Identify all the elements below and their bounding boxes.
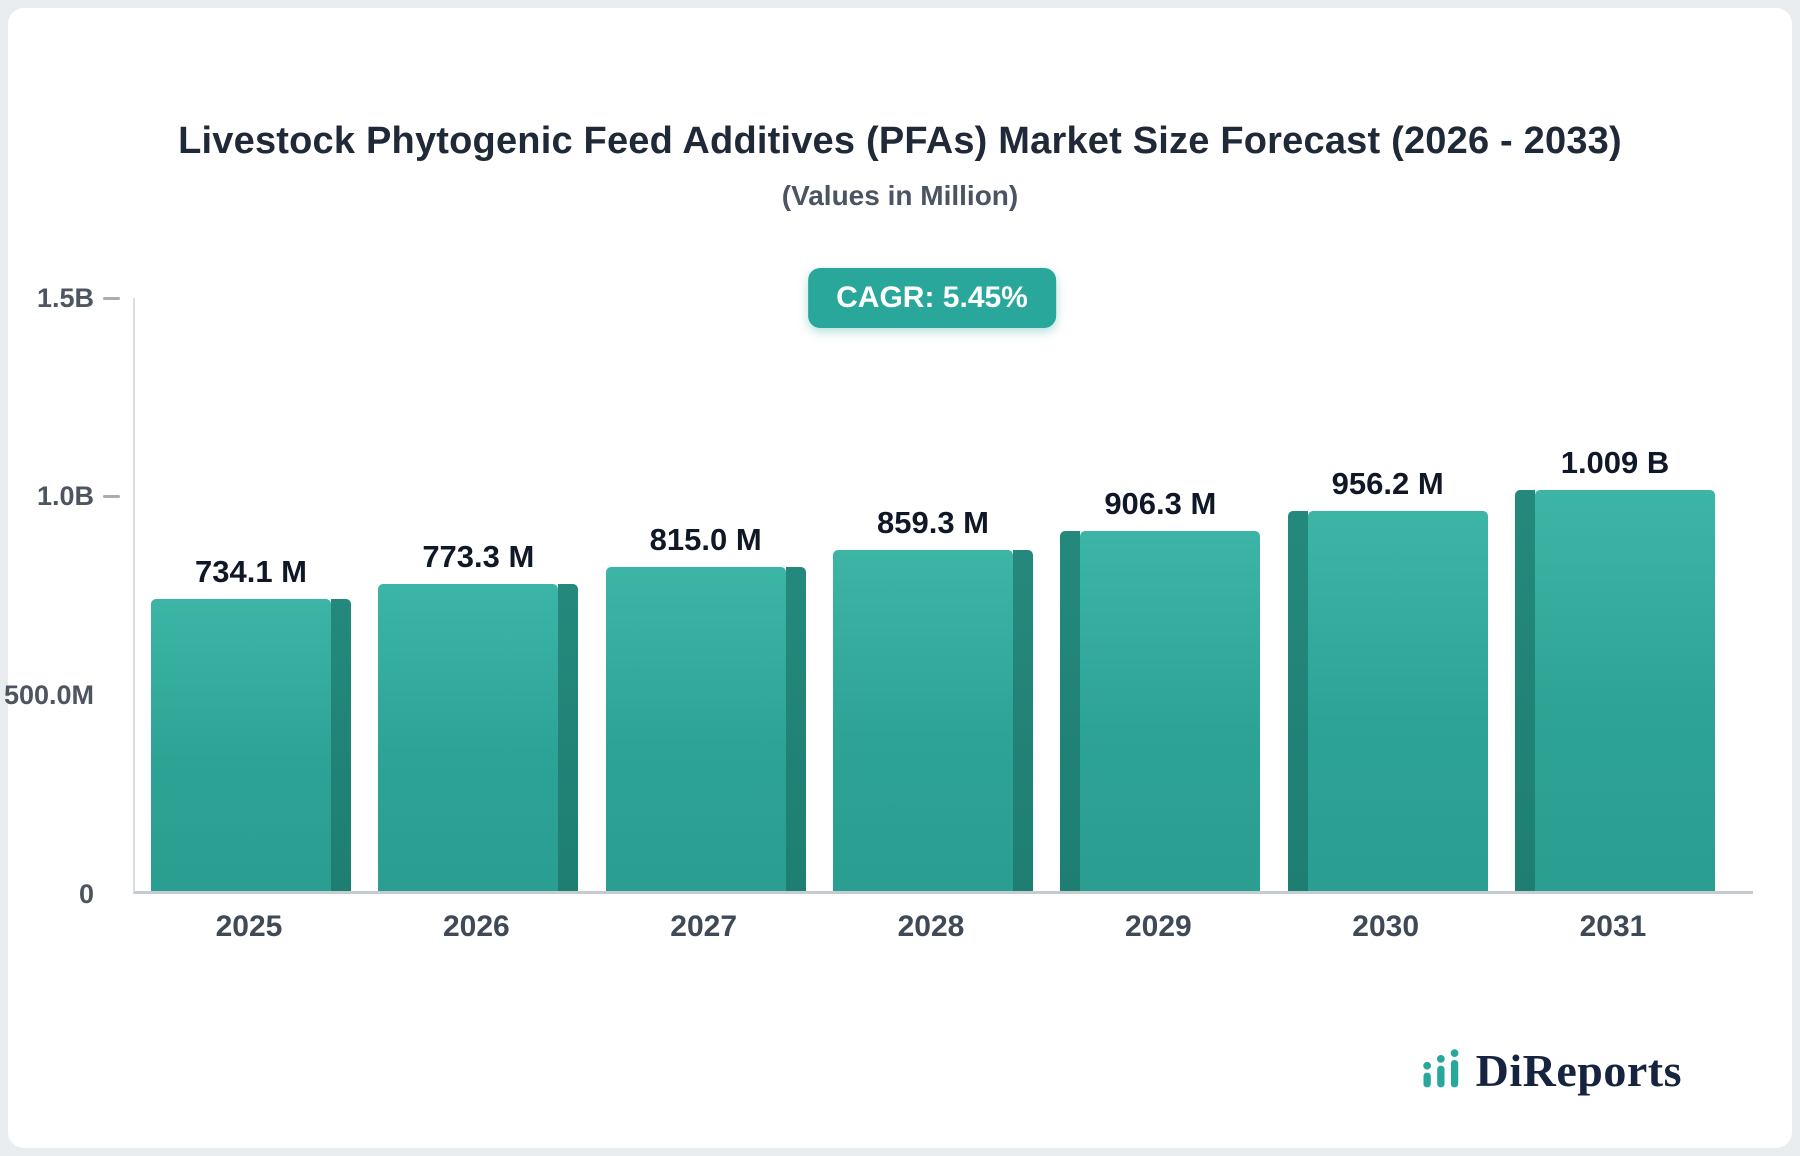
bar bbox=[605, 567, 806, 891]
bar bbox=[1515, 490, 1715, 891]
bar-value-label: 906.3 M bbox=[1104, 485, 1217, 521]
chart-subtitle: (Values in Million) bbox=[781, 180, 1019, 211]
bar bbox=[378, 583, 579, 891]
x-axis-label: 2029 bbox=[1124, 910, 1192, 943]
y-axis-labels: 1.5B 1.0B 500.0M 0 bbox=[4, 283, 120, 909]
cagr-badge: CAGR: 5.45% bbox=[808, 268, 1056, 328]
x-axis-label: 2028 bbox=[897, 910, 965, 943]
x-axis-labels: 2025 2026 2027 2028 2029 2030 2031 bbox=[133, 910, 1753, 954]
logo: DiReports bbox=[1418, 1044, 1682, 1097]
y-axis-tick: 0 bbox=[78, 878, 94, 909]
chart-title: Livestock Phytogenic Feed Additives (PFA… bbox=[178, 120, 1622, 162]
x-axis-label: 2025 bbox=[215, 910, 283, 943]
bar-value-label: 956.2 M bbox=[1331, 466, 1444, 502]
x-axis-label: 2031 bbox=[1579, 910, 1647, 943]
bar-value-label: 815.0 M bbox=[649, 522, 762, 558]
x-axis-label: 2027 bbox=[670, 910, 738, 943]
bar-value-label: 773.3 M bbox=[422, 538, 535, 574]
y-axis-tick: 1.0B bbox=[37, 481, 120, 513]
x-axis-label: 2026 bbox=[442, 910, 510, 943]
bar-chart-icon bbox=[1418, 1044, 1466, 1097]
bar bbox=[833, 549, 1033, 891]
bar bbox=[151, 599, 351, 891]
y-axis-tick: 1.5B bbox=[37, 282, 120, 314]
x-axis-label: 2030 bbox=[1352, 910, 1420, 943]
bar-value-label: 1.009 B bbox=[1560, 445, 1670, 481]
logo-text: DiReports bbox=[1475, 1045, 1682, 1096]
bar-value-label: 734.1 M bbox=[194, 554, 307, 590]
y-axis-tick: 500.0M bbox=[3, 679, 94, 710]
bar bbox=[1060, 530, 1261, 891]
bar-value-label: 859.3 M bbox=[876, 504, 989, 540]
plot-area: 734.1 M 773.3 M 815.0 M 859.3 M 906.3 M 956.2… bbox=[133, 298, 1753, 894]
bar bbox=[1287, 511, 1488, 891]
chart-card: Livestock Phytogenic Feed Additives (PFA… bbox=[4, 8, 1792, 1148]
